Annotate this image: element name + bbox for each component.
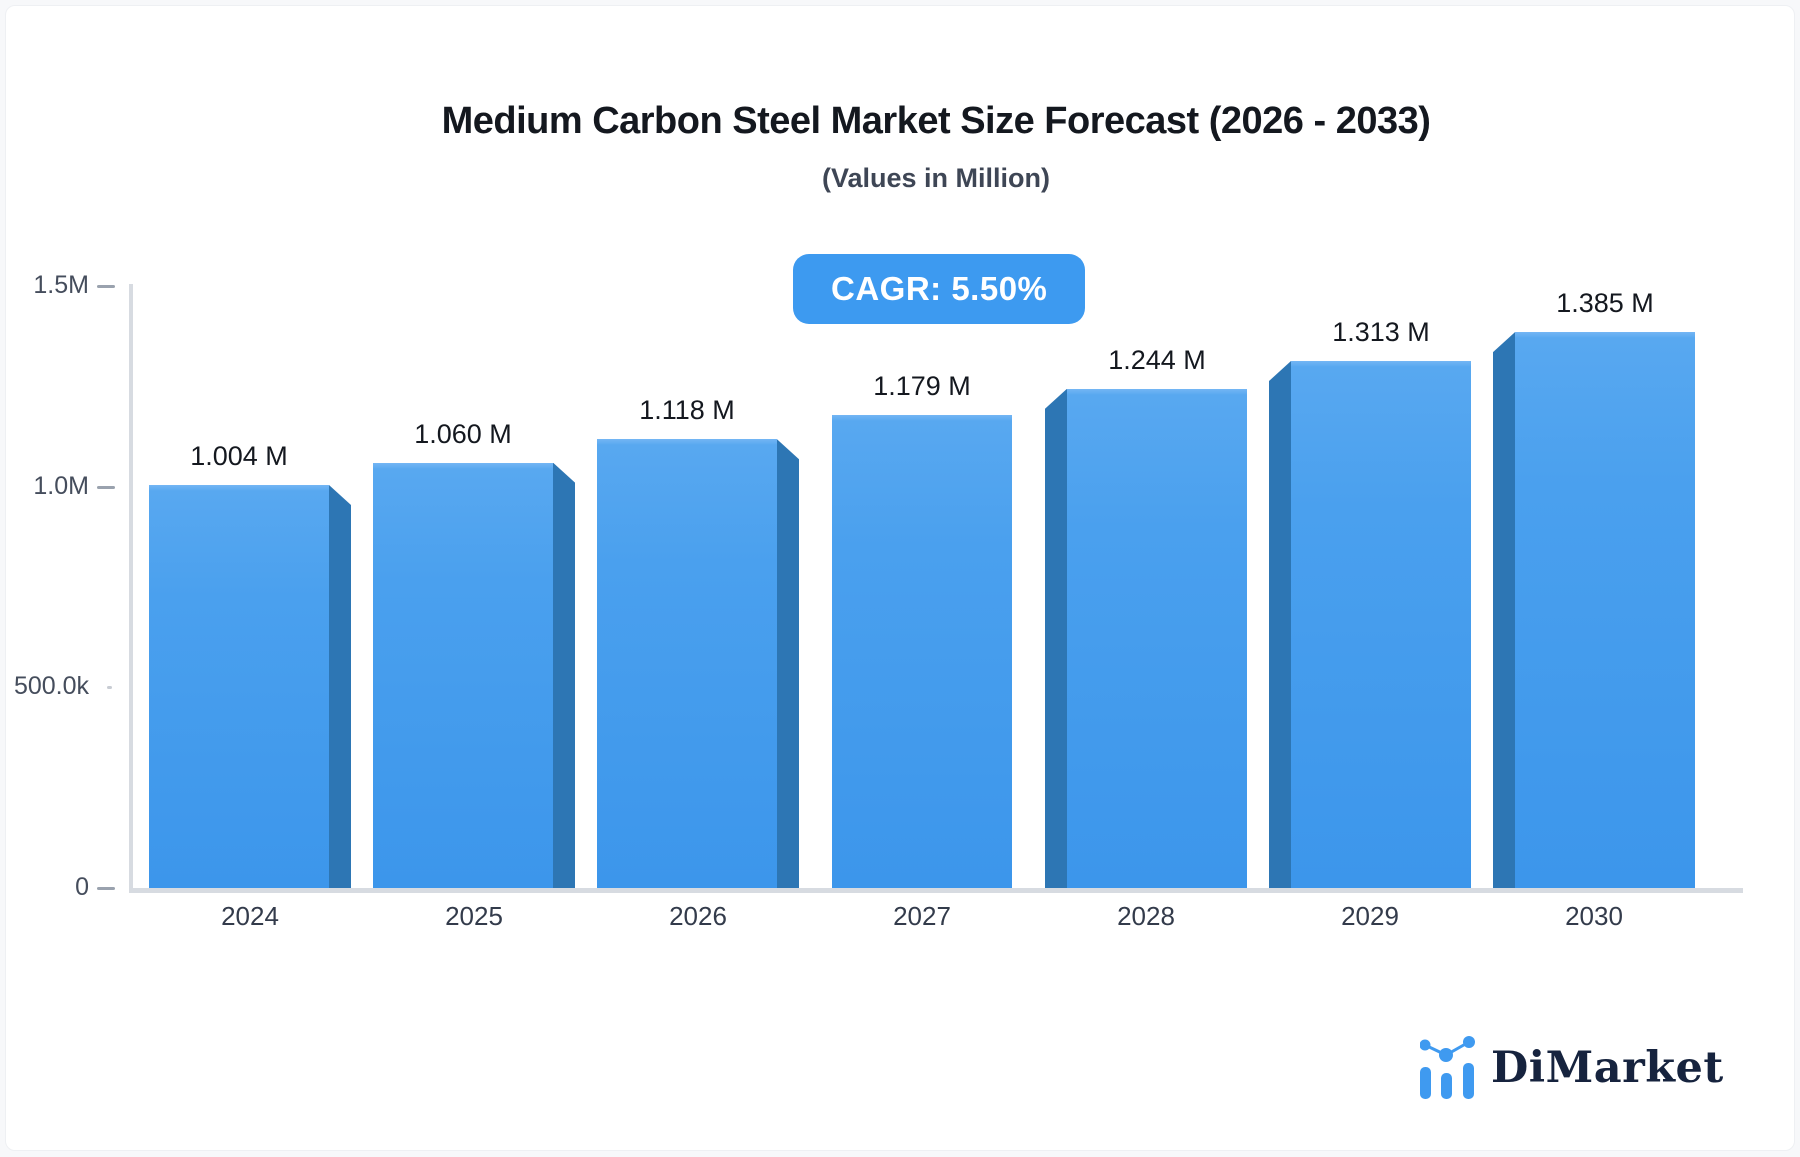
bar-side-right (329, 485, 351, 888)
bar-side-right (777, 439, 799, 888)
bar-face (597, 439, 777, 888)
bar-side-right (553, 462, 575, 888)
bar-value-label: 1.179 M (873, 370, 971, 401)
bar-face (1515, 332, 1695, 888)
y-axis-tick-mark (97, 285, 115, 288)
x-axis-label: 2026 (669, 901, 727, 931)
bar-2027 (832, 414, 1012, 888)
bar-2028 (1045, 388, 1247, 888)
x-axis-label: 2025 (445, 901, 503, 931)
chart-header: Medium Carbon Steel Market Size Forecast… (131, 99, 1741, 194)
bar-value-label: 1.060 M (414, 418, 512, 449)
y-axis-tick-mark (97, 485, 115, 489)
bar-face (1067, 388, 1247, 888)
bar-face (832, 414, 1012, 888)
bar-2025 (373, 462, 575, 888)
bar-face (1291, 361, 1471, 888)
bar-side-left (1493, 332, 1515, 888)
x-axis-label: 2030 (1565, 901, 1623, 931)
bar-value-label: 1.244 M (1108, 344, 1206, 375)
bar-2029 (1269, 361, 1471, 888)
x-axis-label: 2029 (1341, 901, 1399, 931)
bar-side-left (1269, 361, 1291, 888)
bar-2026 (597, 439, 799, 888)
x-axis-label: 2028 (1117, 901, 1175, 931)
y-axis-tick-label: 1.5M (33, 271, 89, 299)
y-axis-tick-mark (107, 686, 112, 690)
x-axis-baseline (129, 888, 1743, 893)
mini-bar-chart-icon (1420, 1036, 1475, 1099)
bar-value-label: 1.385 M (1556, 288, 1654, 319)
x-axis-label: 2024 (221, 901, 279, 931)
y-axis-tick-label: 500.0k (13, 672, 89, 701)
bar-side-left (1045, 388, 1067, 888)
y-axis-tick-mark (97, 887, 115, 890)
bar-face (149, 485, 329, 888)
chart-title: Medium Carbon Steel Market Size Forecast… (441, 100, 1431, 142)
chart-card: Medium Carbon Steel Market Size Forecast… (5, 5, 1795, 1151)
bar-2030 (1493, 332, 1695, 888)
bar-face (373, 462, 553, 888)
bar-value-label: 1.118 M (639, 395, 735, 426)
logo-text: DiMarket (1491, 1043, 1724, 1093)
dimarket-logo: DiMarket (1420, 1035, 1724, 1099)
x-axis-label: 2027 (893, 901, 951, 931)
cagr-badge: CAGR: 5.50% (793, 254, 1086, 324)
y-axis-tick-label: 0 (75, 873, 89, 901)
chart-subtitle: (Values in Million) (821, 162, 1051, 193)
y-axis-line (129, 284, 133, 890)
y-axis-tick-label: 1.0M (33, 471, 89, 500)
bar-value-label: 1.004 M (190, 441, 288, 472)
bar-value-label: 1.313 M (1332, 317, 1430, 348)
bar-2024 (149, 485, 351, 888)
